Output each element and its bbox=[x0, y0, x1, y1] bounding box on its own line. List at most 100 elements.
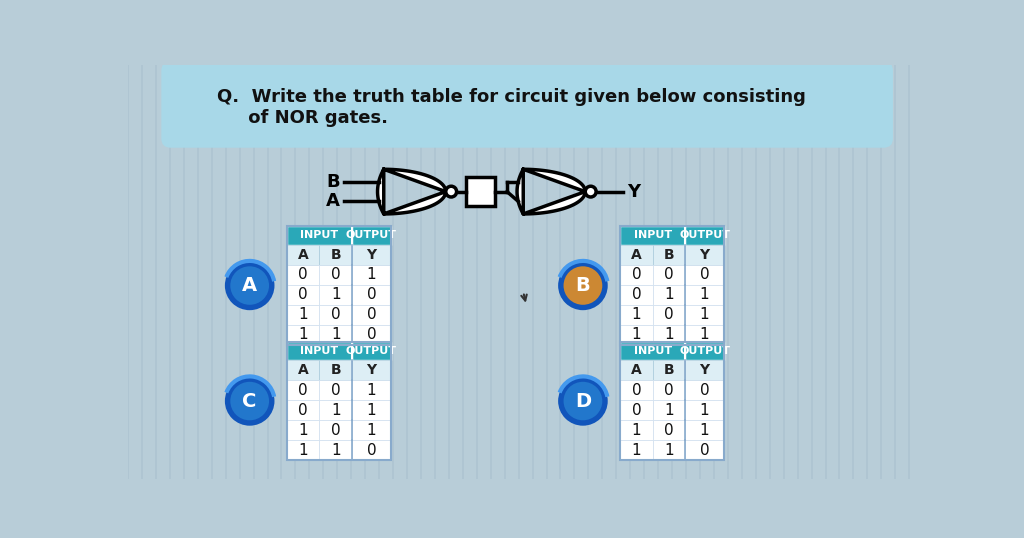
Text: 1: 1 bbox=[367, 423, 376, 438]
Bar bbox=[287, 400, 319, 420]
Bar bbox=[352, 305, 391, 325]
Text: 0: 0 bbox=[699, 383, 710, 398]
Text: A: A bbox=[242, 276, 257, 295]
Bar bbox=[652, 440, 685, 461]
Bar bbox=[685, 305, 724, 325]
Bar bbox=[352, 245, 391, 265]
Text: OUTPUT: OUTPUT bbox=[679, 346, 730, 356]
Bar bbox=[621, 285, 652, 305]
Bar bbox=[319, 305, 352, 325]
Polygon shape bbox=[378, 169, 445, 214]
Text: A: A bbox=[631, 363, 642, 377]
Bar bbox=[287, 305, 319, 325]
Bar bbox=[621, 400, 652, 420]
Bar bbox=[287, 342, 352, 360]
Bar bbox=[287, 285, 319, 305]
Bar bbox=[319, 360, 352, 380]
Bar bbox=[685, 342, 724, 360]
Text: Y: Y bbox=[367, 363, 377, 377]
Text: 0: 0 bbox=[665, 307, 674, 322]
Bar bbox=[319, 400, 352, 420]
Text: 1: 1 bbox=[665, 327, 674, 342]
Circle shape bbox=[445, 186, 457, 197]
Text: OUTPUT: OUTPUT bbox=[679, 230, 730, 240]
Text: OUTPUT: OUTPUT bbox=[346, 346, 397, 356]
Bar bbox=[685, 285, 724, 305]
Circle shape bbox=[230, 382, 269, 420]
Bar bbox=[652, 420, 685, 440]
Text: 1: 1 bbox=[699, 403, 710, 418]
Bar bbox=[685, 380, 724, 400]
Bar bbox=[319, 420, 352, 440]
Text: 1: 1 bbox=[665, 403, 674, 418]
Bar bbox=[319, 245, 352, 265]
Bar bbox=[685, 265, 724, 285]
Bar bbox=[685, 245, 724, 265]
Bar bbox=[685, 440, 724, 461]
Text: A: A bbox=[326, 193, 340, 210]
Bar bbox=[319, 325, 352, 345]
Text: B: B bbox=[664, 248, 674, 262]
Bar bbox=[287, 342, 391, 461]
Text: 0: 0 bbox=[665, 383, 674, 398]
Bar bbox=[652, 360, 685, 380]
Text: Q.  Write the truth table for circuit given below consisting: Q. Write the truth table for circuit giv… bbox=[217, 88, 806, 106]
Bar bbox=[685, 400, 724, 420]
Bar bbox=[352, 360, 391, 380]
Text: 0: 0 bbox=[665, 423, 674, 438]
Text: 1: 1 bbox=[632, 423, 641, 438]
Circle shape bbox=[558, 261, 607, 310]
Circle shape bbox=[225, 261, 274, 310]
Text: 1: 1 bbox=[699, 327, 710, 342]
Text: 0: 0 bbox=[367, 327, 376, 342]
Text: 1: 1 bbox=[632, 443, 641, 458]
Text: INPUT: INPUT bbox=[300, 230, 339, 240]
Bar bbox=[621, 226, 685, 245]
Bar bbox=[466, 177, 496, 206]
Text: 1: 1 bbox=[298, 443, 308, 458]
Text: INPUT: INPUT bbox=[634, 346, 672, 356]
Text: 0: 0 bbox=[331, 383, 341, 398]
Bar bbox=[352, 400, 391, 420]
Text: 0: 0 bbox=[298, 383, 308, 398]
Bar bbox=[287, 440, 319, 461]
Text: 0: 0 bbox=[367, 443, 376, 458]
Text: 0: 0 bbox=[331, 267, 341, 282]
Text: 0: 0 bbox=[632, 267, 641, 282]
Bar bbox=[621, 245, 652, 265]
Bar bbox=[652, 305, 685, 325]
Text: 1: 1 bbox=[367, 403, 376, 418]
Text: 1: 1 bbox=[699, 307, 710, 322]
Bar bbox=[352, 226, 391, 245]
Bar bbox=[621, 305, 652, 325]
Bar bbox=[621, 342, 685, 360]
Text: 1: 1 bbox=[632, 307, 641, 322]
Text: A: A bbox=[298, 248, 308, 262]
Text: 0: 0 bbox=[298, 403, 308, 418]
Bar bbox=[621, 325, 652, 345]
Text: 1: 1 bbox=[665, 287, 674, 302]
Bar bbox=[685, 226, 724, 245]
Bar bbox=[319, 440, 352, 461]
Text: Y: Y bbox=[367, 248, 377, 262]
Text: B: B bbox=[327, 173, 340, 191]
Bar bbox=[319, 285, 352, 305]
Bar bbox=[621, 265, 652, 285]
Bar bbox=[685, 420, 724, 440]
Text: 1: 1 bbox=[331, 287, 341, 302]
Bar bbox=[319, 265, 352, 285]
FancyBboxPatch shape bbox=[162, 61, 893, 148]
Bar bbox=[621, 360, 652, 380]
Text: 0: 0 bbox=[632, 403, 641, 418]
Text: 1: 1 bbox=[298, 327, 308, 342]
Circle shape bbox=[558, 377, 607, 426]
Text: 0: 0 bbox=[665, 267, 674, 282]
Text: Y: Y bbox=[699, 248, 710, 262]
Bar bbox=[287, 360, 319, 380]
Bar bbox=[621, 420, 652, 440]
Bar bbox=[621, 226, 724, 345]
Text: 1: 1 bbox=[298, 423, 308, 438]
Circle shape bbox=[225, 377, 274, 426]
Bar bbox=[685, 325, 724, 345]
Text: INPUT: INPUT bbox=[300, 346, 339, 356]
